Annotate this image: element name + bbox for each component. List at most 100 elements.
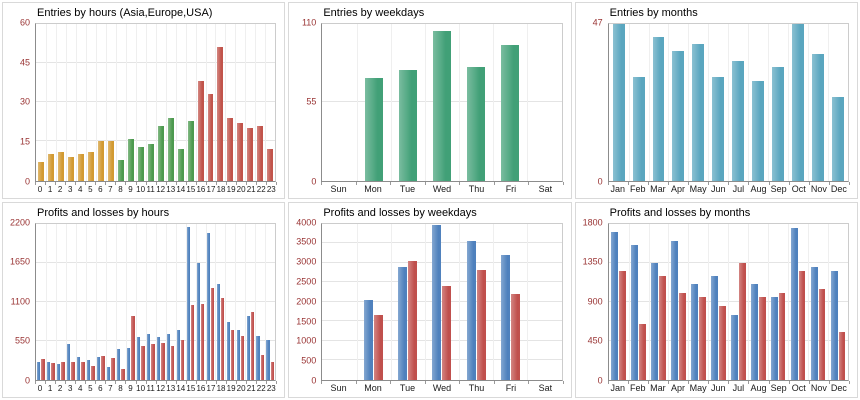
x-tick-mark — [195, 381, 197, 384]
chart-canvas: 0 550 1100 1650 2200 0 1 2 3 4 5 6 7 8 9 10 11 12 13 14 15 1… — [5, 218, 278, 396]
bar — [186, 227, 191, 380]
bar-group — [255, 24, 265, 181]
x-tick-label: 15 — [186, 184, 196, 194]
x-tick-mark — [135, 381, 137, 384]
bar-group — [245, 24, 255, 181]
bar — [91, 366, 95, 380]
x-tick-label: Wed — [432, 383, 452, 393]
bar-group — [808, 224, 828, 380]
x-tick-mark — [125, 181, 127, 185]
x-gridline — [45, 24, 47, 181]
bar — [671, 240, 678, 380]
x-tick-label: Sun — [330, 383, 347, 393]
bar — [141, 345, 145, 380]
x-tick-label: 14 — [176, 184, 186, 194]
bar-group — [493, 24, 527, 181]
bar — [41, 359, 45, 380]
x-gridline — [175, 24, 177, 181]
bar-group — [215, 224, 225, 380]
x-gridline — [648, 223, 650, 380]
x-tick-mark — [266, 381, 268, 384]
x-gridline — [205, 24, 207, 181]
x-tick-mark — [688, 381, 690, 384]
x-gridline — [648, 24, 650, 181]
y-tick-label: 3000 — [296, 256, 317, 267]
y-gridline — [322, 300, 562, 302]
y-tick-label: 60 — [19, 17, 30, 28]
y-axis-labels: 0 500 1000 1500 2000 2500 3000 3500 4000 — [291, 218, 321, 386]
x-tick-mark — [647, 181, 649, 185]
bar — [196, 262, 201, 380]
x-gridline — [459, 223, 461, 380]
x-tick-mark — [708, 181, 710, 185]
x-tick-mark — [768, 381, 770, 384]
bar — [67, 344, 71, 380]
x-tick-label: 7 — [108, 384, 113, 393]
x-gridline — [245, 24, 247, 181]
x-tick-mark — [321, 381, 323, 384]
x-gridline — [788, 223, 790, 380]
x-gridline — [255, 24, 257, 181]
x-tick-label: Tue — [399, 383, 416, 393]
bar-group — [96, 24, 106, 181]
bar-group — [255, 224, 265, 380]
x-gridline — [493, 223, 495, 380]
bar — [731, 314, 738, 380]
x-axis-labels: Sun Mon Tue Wed Thu Fri Sat — [321, 181, 564, 196]
bar-group — [76, 224, 86, 380]
bar-group — [126, 24, 136, 181]
bar — [57, 363, 61, 380]
x-tick-mark — [849, 381, 850, 384]
bar — [101, 355, 105, 380]
bar — [38, 162, 44, 181]
bar-group — [728, 224, 748, 380]
bar — [631, 245, 639, 380]
bar-group — [748, 224, 768, 380]
x-gridline — [115, 24, 117, 181]
bar-group — [788, 24, 808, 181]
y-gridline — [322, 339, 562, 341]
x-tick-mark — [667, 381, 669, 384]
x-tick-mark — [155, 181, 157, 185]
bar — [250, 312, 255, 380]
x-tick-label: 15 — [186, 384, 196, 393]
x-tick-mark — [45, 181, 47, 185]
x-tick-mark — [205, 381, 207, 384]
x-tick-label: 6 — [98, 184, 103, 194]
x-tick-label: Sat — [538, 383, 553, 393]
x-tick-label: 3 — [67, 184, 73, 194]
x-tick-mark — [175, 381, 177, 384]
x-gridline — [195, 223, 197, 380]
bar — [136, 337, 141, 380]
bar — [220, 298, 225, 380]
x-tick-mark — [528, 181, 530, 185]
bar-group — [206, 24, 216, 181]
chart-profits-losses-by-weekdays: Profits and losses by weekdays 0 500 1000 1… — [288, 201, 572, 398]
x-tick-label: Mar — [650, 383, 666, 393]
bar — [126, 348, 131, 380]
x-tick-mark — [390, 381, 392, 384]
y-tick-label: 110 — [301, 17, 317, 28]
x-tick-mark — [65, 181, 67, 185]
x-tick-mark — [493, 381, 495, 384]
x-tick-label: Nov — [810, 183, 827, 194]
x-tick-mark — [85, 181, 87, 185]
x-tick-label: 13 — [166, 184, 176, 194]
x-tick-mark — [728, 181, 730, 185]
x-tick-label: Aug — [750, 183, 767, 194]
bar — [738, 262, 746, 380]
x-gridline — [708, 223, 710, 380]
x-tick-label: May — [689, 183, 707, 194]
bar — [432, 225, 442, 380]
y-tick-label: 15 — [19, 136, 30, 147]
x-tick-label: 5 — [88, 184, 93, 194]
x-tick-mark — [688, 181, 690, 185]
bar-group — [629, 224, 649, 380]
x-tick-mark — [788, 381, 790, 384]
bar — [652, 37, 665, 181]
x-tick-label: 3 — [67, 384, 73, 393]
bar — [772, 67, 785, 181]
x-tick-mark — [115, 381, 117, 384]
bar — [619, 271, 626, 380]
x-tick-label: 4 — [78, 384, 83, 393]
